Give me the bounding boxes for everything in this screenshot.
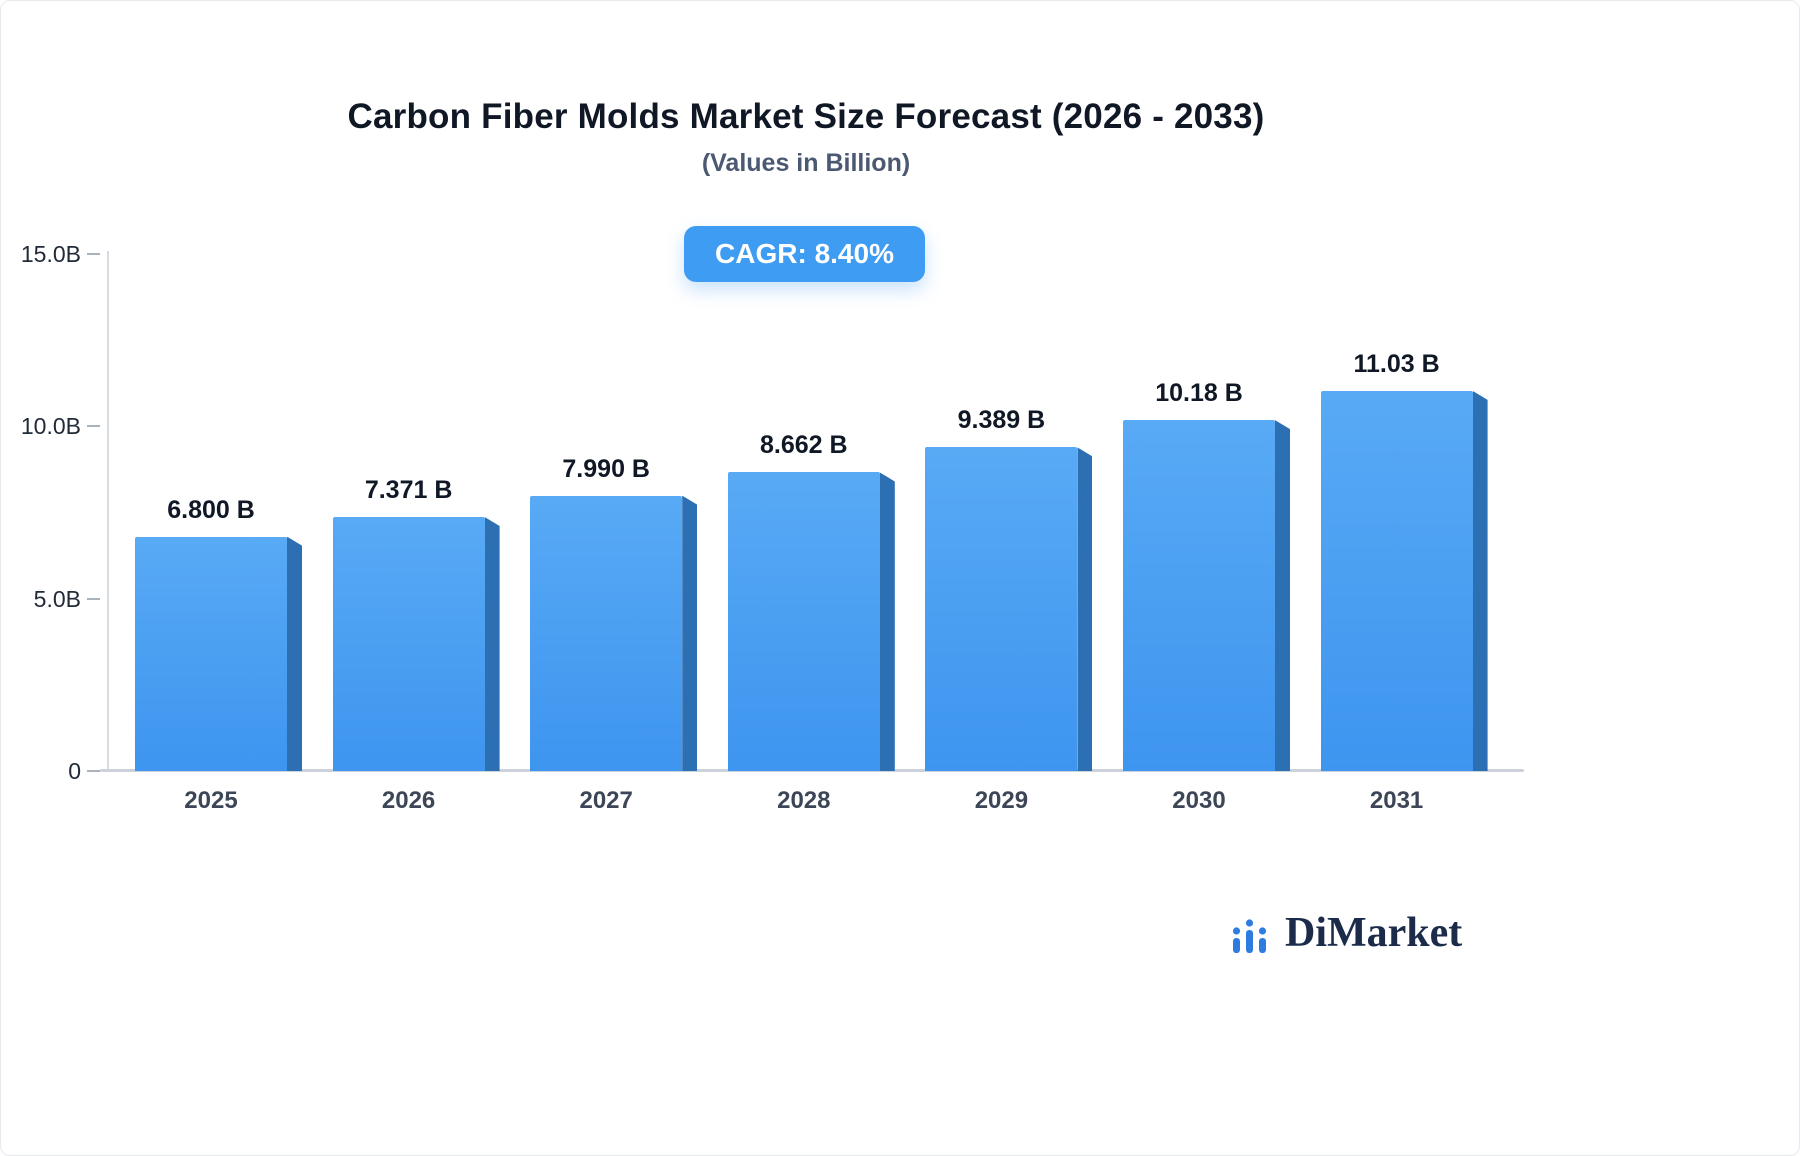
bar-front-face [727, 472, 880, 771]
bar-value-label: 7.990 B [562, 454, 650, 483]
x-axis-tick-label: 2026 [381, 787, 436, 814]
bar-side-face [879, 472, 895, 771]
chart-title: Carbon Fiber Molds Market Size Forecast … [347, 97, 1265, 136]
bar-side-face [484, 516, 500, 771]
x-axis-tick-label: 2031 [1369, 787, 1424, 814]
y-tick-label: 10.0B [20, 413, 81, 440]
bar-value-label: 11.03 B [1353, 349, 1440, 378]
x-axis-tick-label: 2029 [974, 787, 1029, 814]
cagr-badge: CAGR: 8.40% [684, 226, 925, 282]
y-tick-label: 0 [68, 758, 81, 784]
bar-side-face [682, 495, 698, 771]
y-axis-line [107, 251, 109, 772]
bar-value-label: 6.800 B [167, 495, 255, 524]
y-tick-label: 5.0B [33, 585, 81, 612]
bar-side-face [1275, 420, 1290, 771]
chart-subtitle: (Values in Billion) [701, 149, 911, 177]
bar-side-face [287, 536, 302, 771]
bar-side-face [1472, 390, 1488, 771]
bar-front-face [1320, 390, 1473, 771]
bar [1123, 420, 1290, 771]
bar [332, 516, 500, 771]
x-axis-tick-label: 2025 [184, 787, 238, 814]
bar-side-face [1077, 447, 1093, 771]
x-axis-tick-label: 2028 [777, 787, 831, 814]
bar-front-face [332, 516, 485, 771]
y-tick-mark [87, 425, 100, 428]
x-axis-tick-label: 2030 [1172, 787, 1226, 814]
bar-value-label: 10.18 B [1155, 379, 1243, 408]
brand-logo-text: DiMarket [1285, 910, 1463, 956]
bar-chart-logo-icon [1229, 910, 1275, 956]
bar [530, 495, 698, 771]
bar-front-face [925, 447, 1078, 771]
y-tick-label: 15.0B [20, 241, 81, 267]
x-axis-tick-label: 2027 [579, 787, 633, 814]
bar-front-face [1123, 420, 1275, 771]
bar-front-face [530, 495, 683, 771]
bar [925, 447, 1093, 771]
bar-value-label: 7.371 B [364, 475, 453, 504]
bar [135, 536, 302, 771]
bar-front-face [135, 536, 287, 771]
y-tick-mark [87, 770, 100, 772]
bar-value-label: 9.389 B [957, 406, 1046, 435]
y-tick-mark [87, 253, 100, 255]
brand-logo: DiMarket [1229, 904, 1462, 962]
bar-value-label: 8.662 B [760, 431, 848, 460]
y-tick-mark [87, 597, 100, 600]
bar [727, 472, 895, 771]
bar [1320, 390, 1488, 771]
